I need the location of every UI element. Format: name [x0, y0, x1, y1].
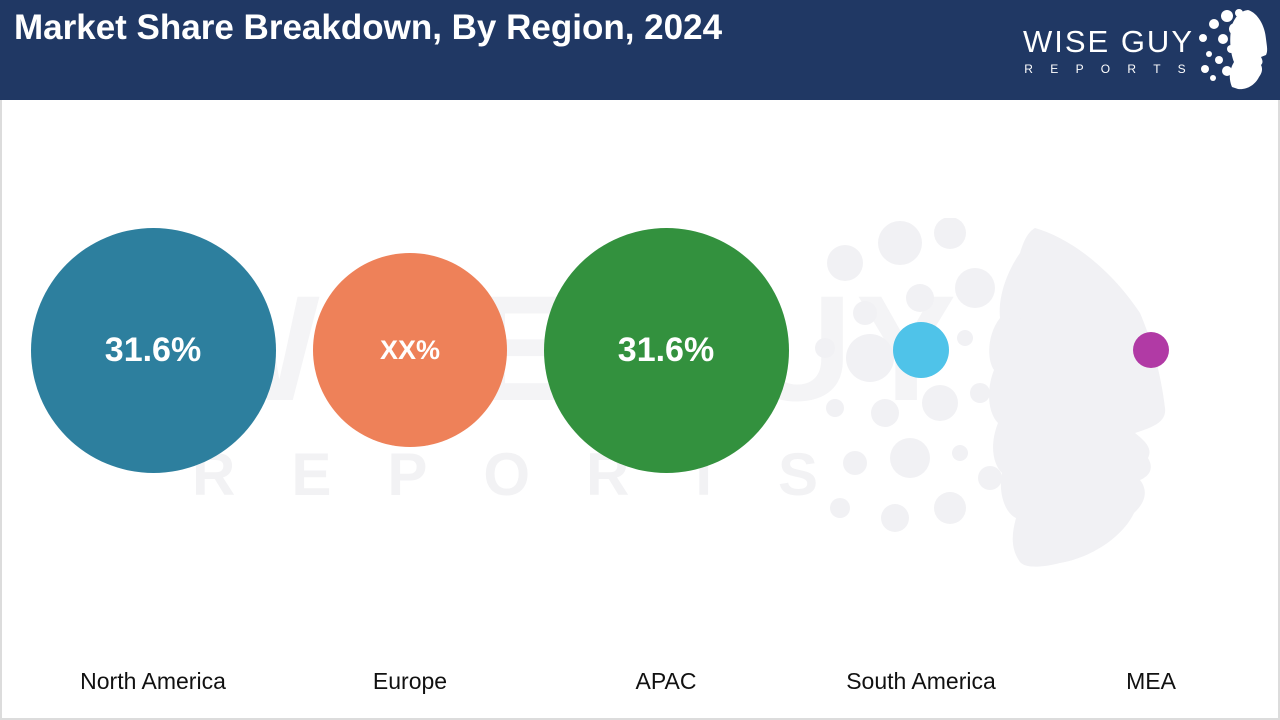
watermark-reports: REPORTS: [192, 441, 875, 508]
brand-logo-text: WISE GUY R E P O R T S: [1023, 24, 1194, 76]
bubble-north-america: 31.6%: [30, 227, 276, 473]
watermark-head-icon: [815, 218, 1166, 567]
bubble-value-apac: 31.6%: [617, 330, 715, 369]
bubble-europe: XX%: [313, 253, 507, 447]
brand-subtitle: R E P O R T S: [1024, 62, 1193, 76]
category-label-north-america: North America: [80, 668, 226, 694]
category-label-south-america: South America: [846, 668, 996, 694]
page-title: Market Share Breakdown, By Region, 2024: [14, 8, 723, 47]
bubble-value-europe: XX%: [379, 334, 441, 365]
bubble-mea: [1133, 332, 1169, 368]
category-label-europe: Europe: [372, 668, 448, 694]
category-label-mea: MEA: [1126, 668, 1176, 694]
bubble-value-north-america: 31.6%: [104, 330, 202, 369]
brand-head-icon: [1199, 9, 1268, 90]
brand-name: WISE GUY: [1022, 24, 1194, 59]
brand-logo: WISE GUY R E P O R T S: [1023, 8, 1268, 92]
bubble-south-america: [893, 322, 949, 378]
bubble-apac: 31.6%: [543, 227, 789, 473]
header-bar: Market Share Breakdown, By Region, 2024 …: [0, 0, 1280, 100]
category-label-apac: APAC: [635, 668, 697, 694]
